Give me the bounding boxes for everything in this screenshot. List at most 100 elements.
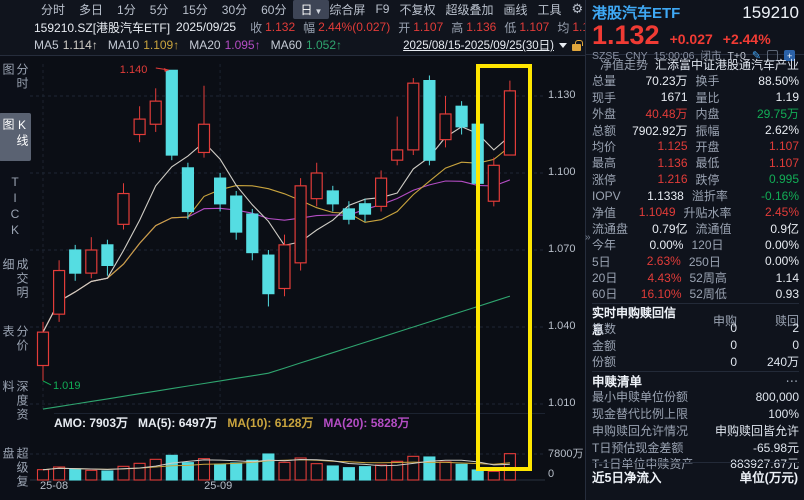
volume-bar[interactable] <box>262 453 275 481</box>
candle[interactable] <box>423 75 436 166</box>
candle[interactable] <box>503 80 516 156</box>
volume-bar[interactable] <box>278 461 291 481</box>
candle[interactable] <box>358 198 372 222</box>
volume-bar[interactable] <box>294 457 307 481</box>
candle[interactable] <box>117 183 130 230</box>
candlestick-chart[interactable]: 1.140 1.019 <box>30 56 545 414</box>
quote-row: 总额 7902.92万 振幅 2.62% <box>592 122 799 138</box>
volume-bar[interactable] <box>214 463 227 481</box>
candle[interactable] <box>294 178 307 271</box>
y-axis-tick: 1.040 <box>548 320 576 332</box>
volume-bar[interactable] <box>310 463 323 481</box>
candle[interactable] <box>69 244 82 281</box>
volume-bar[interactable] <box>230 462 243 481</box>
period-tab-5分[interactable]: 5分 <box>149 2 169 17</box>
panel-collapse-icon[interactable]: » <box>585 232 591 243</box>
candle[interactable] <box>85 237 98 279</box>
toolbar-item-超级叠加[interactable]: 超级叠加 <box>445 2 494 17</box>
sidebar-item-K线图[interactable]: K线图 <box>0 113 31 161</box>
volume-bar[interactable] <box>407 455 420 481</box>
volume-bar[interactable] <box>375 464 388 481</box>
unlock-icon[interactable] <box>572 39 583 51</box>
period-tab-60分[interactable]: 60分 <box>261 2 287 17</box>
candle[interactable] <box>214 173 227 212</box>
candle[interactable] <box>133 106 146 143</box>
date-range-text[interactable]: 2025/08/15-2025/09/25(30日) <box>403 40 554 52</box>
volume-bar[interactable] <box>326 465 339 481</box>
toolbar-item-不复权[interactable]: 不复权 <box>399 2 436 17</box>
chevron-down-icon[interactable] <box>559 42 567 48</box>
sidebar-item-成交明细[interactable]: 成交明细 <box>1 257 29 300</box>
volume-bar[interactable] <box>503 453 516 481</box>
period-tab-日[interactable]: 日 ▼ <box>293 0 330 19</box>
volume-bar[interactable] <box>391 460 404 481</box>
sidebar-item-TICK[interactable]: TICK <box>8 174 22 239</box>
window-icon[interactable] <box>767 50 779 61</box>
candle[interactable] <box>342 201 355 225</box>
candle[interactable] <box>487 157 500 207</box>
candle[interactable] <box>53 260 66 322</box>
candle[interactable] <box>230 190 243 240</box>
sidebar-item-分时图[interactable]: 分时图 <box>1 63 29 91</box>
volume-bar[interactable] <box>117 465 130 481</box>
row-value: 16.10% <box>640 286 682 301</box>
candle[interactable] <box>439 96 452 148</box>
volume-bar[interactable] <box>342 467 355 481</box>
toolbar-item-F9[interactable]: F9 <box>375 2 390 16</box>
volume-bar[interactable] <box>471 469 484 481</box>
sidebar-item-深度资料[interactable]: 深度资料 <box>1 379 29 422</box>
candle[interactable] <box>455 101 468 135</box>
candle[interactable] <box>181 162 194 220</box>
candle[interactable] <box>310 162 323 207</box>
gear-icon[interactable]: ⚙ <box>571 1 584 16</box>
more-icon[interactable]: ⋯ <box>785 373 799 388</box>
row-value: 1.19 <box>775 90 799 105</box>
quote-row: 均价 1.125 开盘 1.107 <box>592 138 799 154</box>
volume-bar[interactable] <box>101 470 114 481</box>
volume-bar[interactable] <box>197 458 211 481</box>
candle[interactable] <box>375 170 388 212</box>
volume-bar[interactable] <box>133 462 146 481</box>
volume-bar[interactable] <box>69 468 82 481</box>
volume-bar[interactable] <box>423 456 436 481</box>
period-tab-多日[interactable]: 多日 <box>79 2 104 17</box>
fund-full-name[interactable]: 汇添富中证港股通汽车产业 <box>654 58 799 72</box>
candle[interactable] <box>149 88 162 132</box>
toolbar-item-画线[interactable]: 画线 <box>503 2 528 17</box>
date-range-control[interactable]: 2025/08/15-2025/09/25(30日) <box>403 37 583 53</box>
volume-bar[interactable] <box>246 459 259 481</box>
add-icon[interactable]: + <box>784 50 796 61</box>
volume-bar[interactable] <box>358 466 372 481</box>
volume-bar[interactable] <box>181 462 194 481</box>
candle[interactable] <box>391 116 404 166</box>
toolbar-item-工具[interactable]: 工具 <box>537 2 562 17</box>
period-tab-15分[interactable]: 15分 <box>182 2 208 17</box>
sidebar-item-超级复盘[interactable]: 超级复盘 <box>1 446 29 489</box>
volume-bar[interactable] <box>487 470 500 481</box>
chevron-down-icon[interactable]: ▼ <box>314 6 323 16</box>
period-tab-分时[interactable]: 分时 <box>41 2 66 17</box>
volume-bar[interactable] <box>53 466 66 481</box>
field-label: 收 <box>250 20 263 35</box>
edit-icon[interactable]: ✎ <box>751 50 762 62</box>
candle[interactable] <box>36 321 50 381</box>
candle[interactable] <box>278 234 291 297</box>
volume-bar[interactable] <box>149 458 162 481</box>
candle[interactable] <box>326 185 339 212</box>
sidebar-item-分价表[interactable]: 分价表 <box>1 324 29 353</box>
toolbar-item-综合屏[interactable]: 综合屏 <box>329 2 366 17</box>
volume-bar[interactable] <box>36 469 50 481</box>
candle[interactable] <box>262 250 275 307</box>
volume-bar[interactable] <box>439 461 452 481</box>
volume-bar[interactable] <box>455 463 468 481</box>
candle[interactable] <box>246 208 259 261</box>
candle[interactable] <box>165 69 178 161</box>
period-tab-30分[interactable]: 30分 <box>221 2 248 17</box>
volume-chart[interactable] <box>30 430 545 482</box>
volume-bar[interactable] <box>165 454 178 481</box>
candle[interactable] <box>197 85 211 158</box>
period-tab-1分[interactable]: 1分 <box>117 2 136 17</box>
candle[interactable] <box>101 239 114 276</box>
volume-bar[interactable] <box>85 469 98 481</box>
candle[interactable] <box>407 78 420 156</box>
